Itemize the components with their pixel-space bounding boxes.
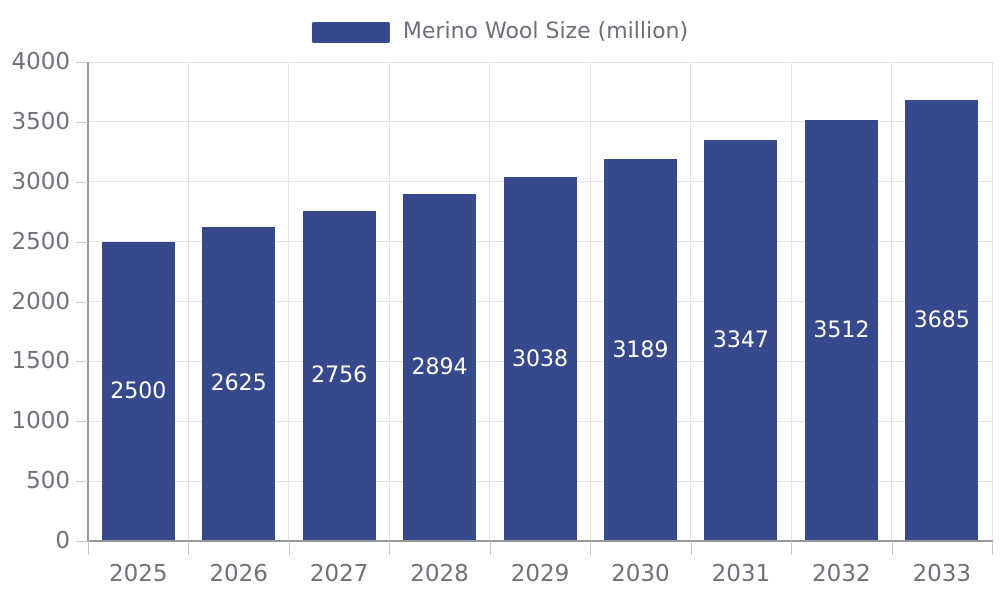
x-axis-tick xyxy=(489,541,491,555)
x-axis-tick xyxy=(389,541,391,555)
y-axis-label: 2000 xyxy=(11,288,70,315)
x-axis-label: 2029 xyxy=(510,561,570,587)
gridline-vertical xyxy=(991,62,993,541)
gridline-vertical xyxy=(388,62,390,541)
legend-swatch xyxy=(311,21,390,43)
y-axis-label: 1500 xyxy=(11,348,70,375)
bar[interactable]: 2894 xyxy=(403,194,477,541)
y-axis-tick xyxy=(76,121,88,123)
gridline-horizontal xyxy=(88,61,992,63)
bar-value-label: 3512 xyxy=(813,318,870,344)
x-axis-tick xyxy=(188,541,190,555)
x-axis-label: 2033 xyxy=(912,561,972,587)
x-axis-tick xyxy=(590,541,592,555)
y-axis-label: 3000 xyxy=(11,168,70,195)
bar[interactable]: 3038 xyxy=(503,177,577,541)
x-axis-label: 2028 xyxy=(410,561,469,587)
gridline-vertical xyxy=(690,62,692,541)
gridline-vertical xyxy=(589,62,591,541)
x-axis-label: 2031 xyxy=(711,561,771,587)
bar-value-label: 2894 xyxy=(411,355,468,381)
x-axis-tick xyxy=(791,541,793,555)
y-axis-tick xyxy=(76,301,88,303)
x-axis-tick xyxy=(88,541,89,555)
y-axis-tick xyxy=(76,361,88,363)
y-axis-label: 3500 xyxy=(11,108,70,135)
bar[interactable]: 3189 xyxy=(603,159,677,541)
x-axis-tick xyxy=(288,541,290,555)
legend-label: Merino Wool Size (million) xyxy=(402,19,689,44)
gridline-vertical xyxy=(489,62,491,541)
bar-value-label: 2500 xyxy=(110,378,167,404)
bar-value-label: 3189 xyxy=(612,337,669,363)
y-axis-tick xyxy=(76,481,88,483)
x-axis-label: 2032 xyxy=(812,561,871,587)
x-axis-line xyxy=(87,540,993,542)
bar[interactable]: 3512 xyxy=(804,120,878,541)
gridline-horizontal xyxy=(88,121,992,123)
y-axis-tick xyxy=(76,421,88,423)
y-axis-tick xyxy=(76,541,88,542)
x-axis-label: 2026 xyxy=(209,561,268,587)
gridline-vertical xyxy=(288,62,290,541)
x-axis-label: 2030 xyxy=(611,561,670,587)
bar[interactable]: 3685 xyxy=(905,99,979,541)
x-axis-tick xyxy=(690,541,692,555)
legend[interactable]: Merino Wool Size (million) xyxy=(311,19,689,45)
bar[interactable]: 2500 xyxy=(101,241,175,541)
x-axis-tick xyxy=(992,541,993,555)
gridline-vertical xyxy=(790,62,792,541)
bar[interactable]: 3347 xyxy=(704,140,778,541)
x-axis-label: 2027 xyxy=(309,561,369,587)
y-axis-label: 500 xyxy=(26,468,70,495)
plot-area: 2500 2625 2756 2894 3038 3189 3347 3512 3685 xyxy=(88,61,993,541)
y-axis-tick xyxy=(76,181,88,183)
x-axis-tick xyxy=(891,541,893,555)
y-axis-label: 1000 xyxy=(11,408,70,435)
bar-value-label: 3038 xyxy=(512,346,568,372)
bar-value-label: 3685 xyxy=(913,307,970,333)
y-axis-label: 2500 xyxy=(11,228,70,255)
y-axis-tick xyxy=(76,241,88,243)
y-axis-tick xyxy=(76,62,88,63)
bar-value-label: 2756 xyxy=(311,363,368,389)
x-axis-label: 2025 xyxy=(108,561,168,587)
bar[interactable]: 2625 xyxy=(202,226,276,541)
y-axis-label: 0 xyxy=(55,528,70,554)
y-axis-line xyxy=(87,62,89,542)
gridline-vertical xyxy=(187,62,189,541)
bar-value-label: 2625 xyxy=(210,371,267,397)
bar[interactable]: 2756 xyxy=(302,210,376,541)
y-axis-label: 4000 xyxy=(11,49,70,75)
gridline-vertical xyxy=(891,62,893,541)
bar-value-label: 3347 xyxy=(712,328,769,354)
